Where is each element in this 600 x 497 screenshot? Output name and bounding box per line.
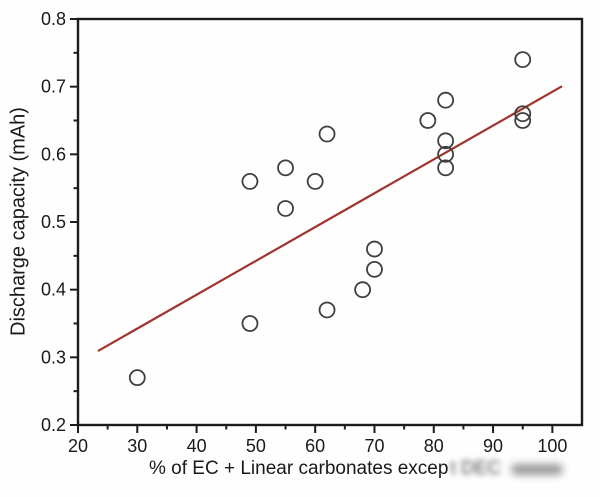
trend-line [97, 85, 563, 352]
data-point [437, 132, 455, 150]
y-axis-label: Discharge capacity (mAh) [7, 107, 30, 337]
data-point [354, 281, 372, 299]
x-tick-label: 90 [483, 436, 503, 456]
data-point [277, 200, 294, 217]
y-tick-label: 0.8 [41, 9, 66, 29]
x-axis-label-text: % of EC + Linear carbonates excep [149, 458, 449, 479]
x-tick-label: 30 [127, 436, 147, 456]
data-point [366, 240, 383, 258]
data-point [318, 301, 336, 319]
data-point [514, 105, 532, 123]
y-tick-label: 0.7 [41, 77, 66, 97]
data-point [419, 112, 437, 129]
data-point [277, 159, 294, 177]
y-tick-label: 0.3 [41, 347, 66, 367]
x-tick-label: 50 [246, 436, 266, 456]
x-tick-label: 80 [424, 436, 444, 456]
data-point [366, 260, 383, 278]
data-point [241, 315, 259, 332]
x-axis-label: % of EC + Linear carbonates excep t DEC [149, 458, 564, 480]
data-point [241, 172, 259, 190]
data-point [437, 159, 455, 177]
data-point [306, 172, 324, 190]
plot-border [76, 17, 584, 427]
watermark-blurred-text: t DEC [450, 458, 502, 479]
y-tick-label: 0.5 [41, 212, 66, 232]
y-tick-label: 0.4 [41, 280, 66, 300]
x-tick-label: 40 [187, 436, 207, 456]
data-point [514, 51, 532, 68]
data-point [318, 125, 336, 143]
x-tick-label: 20 [68, 436, 88, 456]
y-tick-label: 0.6 [41, 144, 66, 164]
watermark-smudge [511, 463, 564, 475]
data-point [437, 145, 455, 163]
y-tick-label: 0.2 [41, 415, 66, 435]
x-tick-label: 60 [305, 436, 325, 456]
data-point [128, 369, 146, 387]
x-tick-label: 100 [537, 436, 567, 456]
data-point [437, 91, 455, 109]
x-tick-label: 70 [364, 436, 384, 456]
data-point [514, 112, 532, 129]
